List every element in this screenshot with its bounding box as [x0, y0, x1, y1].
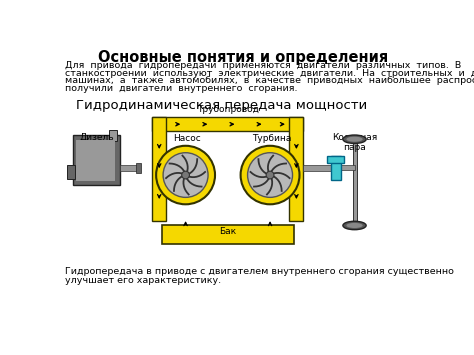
Bar: [67, 165, 75, 179]
Text: Гидродинамическая передача мощности: Гидродинамическая передача мощности: [76, 99, 368, 112]
Text: машинах,  а  также  автомобилях,  в  качестве  приводных  наибольшее  распростра: машинах, а также автомобилях, в качестве…: [65, 76, 474, 86]
Circle shape: [247, 153, 292, 197]
Circle shape: [182, 171, 190, 179]
Circle shape: [156, 146, 215, 204]
Bar: [328, 156, 345, 164]
Bar: [152, 117, 166, 221]
Text: Основные понятия и определения: Основные понятия и определения: [98, 50, 388, 65]
Bar: [341, 165, 355, 170]
Bar: [109, 130, 117, 141]
Circle shape: [241, 146, 300, 204]
Bar: [303, 165, 330, 171]
Bar: [162, 225, 294, 244]
Text: Гидропередача в приводе с двигателем внутреннего сгорания существенно: Гидропередача в приводе с двигателем вну…: [65, 267, 454, 277]
Text: улучшает его характеристику.: улучшает его характеристику.: [65, 276, 221, 285]
Ellipse shape: [343, 221, 366, 230]
Bar: [290, 117, 303, 221]
Ellipse shape: [343, 135, 366, 143]
Text: Для  привода  гидропередачи  применяются  двигатели  различных  типов.  В: Для привода гидропередачи применяются дв…: [65, 61, 462, 70]
Ellipse shape: [346, 223, 363, 228]
Bar: [136, 164, 141, 173]
Bar: [73, 135, 120, 185]
Bar: [120, 165, 139, 171]
Text: Насос: Насос: [173, 134, 201, 143]
Circle shape: [163, 153, 208, 197]
Text: станкостроении  используют  электрические  двигатели.  На  строительных  и  доро: станкостроении используют электрические …: [65, 69, 474, 78]
Bar: [353, 135, 357, 228]
Text: Бак: Бак: [219, 228, 237, 236]
Text: получили  двигатели  внутреннего  сгорания.: получили двигатели внутреннего сгорания.: [65, 84, 298, 93]
Bar: [152, 117, 303, 131]
Text: Колесная
пара: Колесная пара: [332, 133, 377, 152]
Text: Турбина: Турбина: [252, 134, 292, 143]
Bar: [330, 156, 341, 180]
Text: Дизель: Дизель: [79, 133, 114, 142]
Ellipse shape: [346, 137, 363, 142]
Bar: [76, 140, 115, 181]
Text: Трубопровод: Трубопровод: [197, 105, 259, 114]
Circle shape: [266, 171, 274, 179]
